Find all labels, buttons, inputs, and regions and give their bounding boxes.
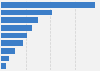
Bar: [1, 25, 32, 31]
Bar: [1, 2, 95, 8]
Bar: [1, 56, 9, 61]
Bar: [1, 63, 6, 69]
Bar: [1, 48, 15, 54]
Bar: [1, 40, 23, 46]
Bar: [1, 17, 38, 23]
Bar: [1, 10, 52, 15]
Bar: [1, 33, 28, 38]
